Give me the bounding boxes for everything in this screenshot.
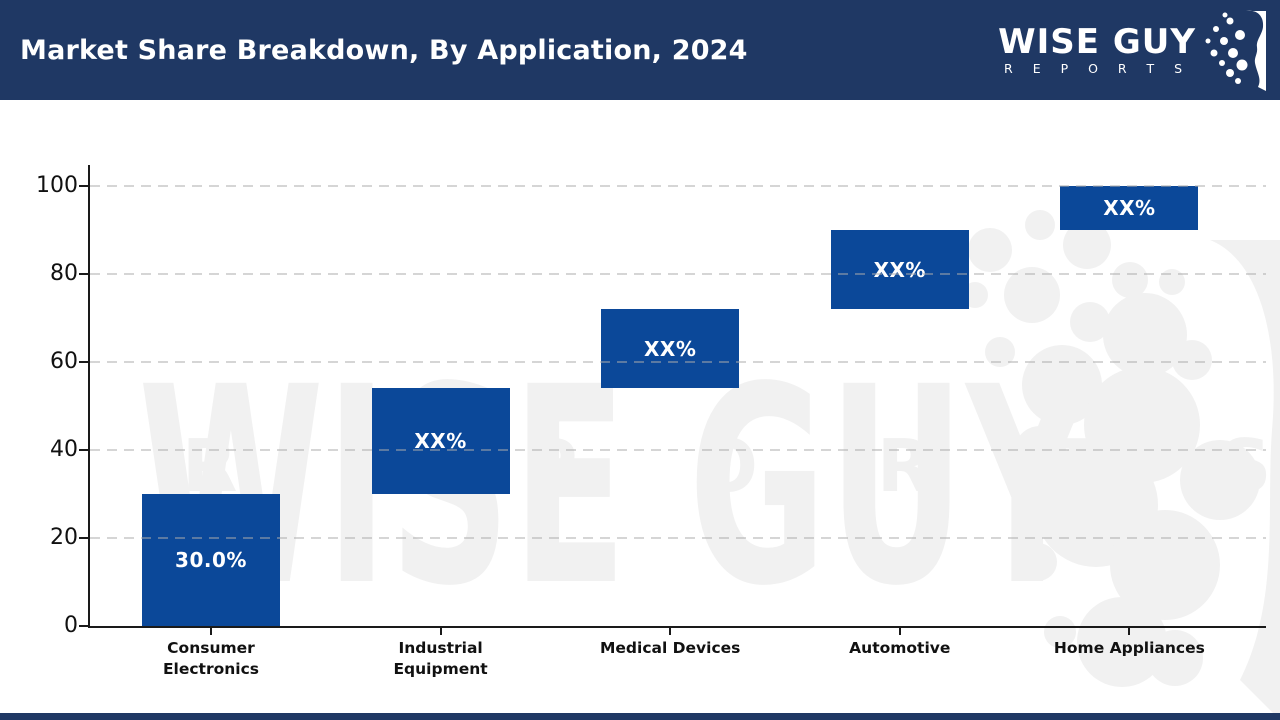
x-tick-label: Industrial Equipment [393,639,488,678]
x-tick-mark [1128,628,1131,635]
y-tick-mark [79,537,88,539]
brand-name-text: WISE GUY [998,21,1196,62]
brand-logo: WISE GUY R E P O R T S [998,7,1280,93]
brand-reports-text: R E P O R T S [1004,60,1191,76]
y-tick-mark [79,185,88,187]
x-tick-label: Automotive [849,639,951,657]
y-tick-mark [79,273,88,275]
bar-value-label: XX% [873,257,926,282]
bar: XX% [830,230,969,310]
y-tick-label: 80 [50,261,78,286]
y-tick-label: 100 [36,173,78,198]
watermark-wordmark: WISE GUY [138,330,1090,646]
x-tick-mark [669,628,672,635]
y-tick-label: 60 [50,349,78,374]
brand-wordmark: WISE GUY R E P O R T S [998,25,1196,76]
bar: 30.0% [142,494,280,626]
footer-bar [0,713,1280,720]
x-tick-label: Medical Devices [599,639,741,657]
x-tick-mark [898,628,901,635]
y-tick-mark [79,625,88,627]
page-title: Market Share Breakdown, By Application, … [20,34,748,66]
bar-value-label: XX% [1103,196,1156,220]
y-axis-spine [88,165,90,628]
x-tick-label: Consumer Electronics [162,639,260,678]
y-tick-label: 0 [64,613,78,638]
header: Market Share Breakdown, By Application, … [0,0,1280,100]
watermark: WISE GUY R E P O R T S [0,100,1280,713]
x-tick-mark [210,628,212,635]
watermark-face-icon [962,210,1280,713]
bar: XX% [601,309,740,389]
y-tick-label: 20 [50,525,78,550]
x-tick-label: Home Appliances [1053,639,1205,657]
x-axis-spine [88,626,1266,628]
bar: XX% [371,388,510,494]
x-tick-mark [439,628,442,635]
brand-face-icon [1205,10,1266,92]
y-tick-label: 40 [50,437,78,462]
bar-value-label: XX% [643,336,697,361]
y-tick-mark [79,361,88,363]
bar: XX% [1060,186,1199,230]
bar-value-label: 30.0% [175,548,247,572]
bar-value-label: XX% [414,429,467,454]
y-tick-mark [79,449,88,451]
